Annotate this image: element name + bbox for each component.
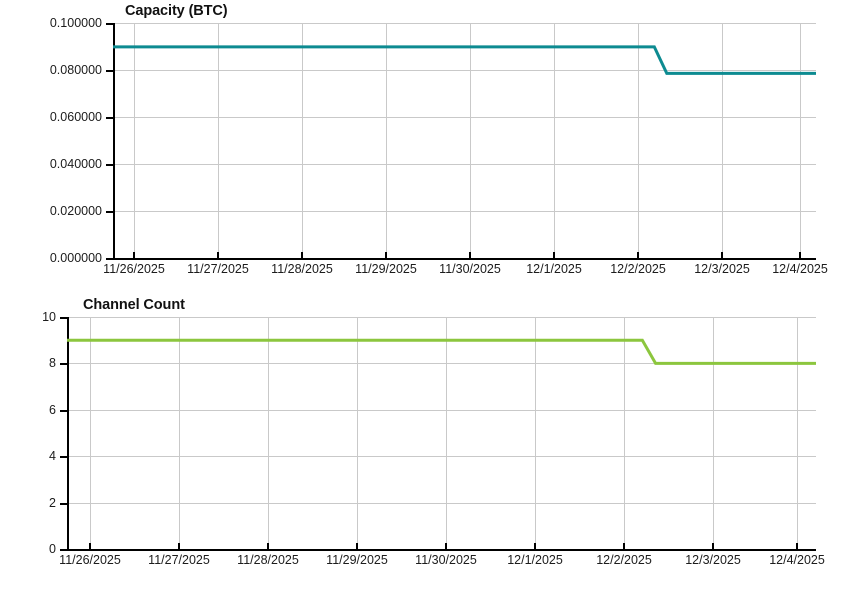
gridline-horizontal [113,117,816,118]
capacity-series-line [113,45,816,75]
gridline-vertical [535,317,536,549]
capacity-y-tick-label: 0.000000 [49,251,102,265]
x-tick [267,543,269,550]
capacity-y-tick-label: 0.080000 [49,63,102,77]
x-tick [721,252,723,259]
channel-count-x-axis [67,549,816,551]
x-tick [178,543,180,550]
gridline-vertical [624,317,625,549]
channel-count-y-tick-label: 6 [49,403,56,417]
capacity-x-tick-label: 11/29/2025 [355,262,417,276]
channel-count-y-tick-label: 0 [49,542,56,556]
channel-count-x-tick-label: 12/4/2025 [769,553,825,567]
capacity-y-tick-label: 0.040000 [49,157,102,171]
channel-count-x-tick-label: 11/27/2025 [148,553,210,567]
y-tick [60,503,67,505]
gridline-horizontal [113,164,816,165]
capacity-chart-title: Capacity (BTC) [125,3,228,19]
capacity-x-tick-label: 12/4/2025 [772,262,828,276]
channel-count-y-axis [67,317,69,551]
gridline-horizontal [67,456,816,457]
gridline-horizontal [67,410,816,411]
x-tick [796,543,798,550]
channel-count-x-tick-label: 11/30/2025 [415,553,477,567]
channel-count-x-tick-label: 12/1/2025 [507,553,563,567]
gridline-vertical [446,317,447,549]
capacity-x-tick-label: 12/1/2025 [526,262,582,276]
gridline-horizontal [67,503,816,504]
gridline-vertical [386,23,387,258]
channel-count-x-tick-label: 11/29/2025 [326,553,388,567]
x-tick [445,543,447,550]
x-tick [623,543,625,550]
channel-count-y-tick-label: 8 [49,356,56,370]
gridline-vertical [554,23,555,258]
gridline-vertical [134,23,135,258]
x-tick [356,543,358,550]
channel-count-chart-title: Channel Count [83,297,185,313]
capacity-plot-area: 0.100000 0.080000 0.060000 0.040000 0.02… [0,0,860,290]
gridline-vertical [268,317,269,549]
y-tick [106,70,113,72]
capacity-x-axis [113,258,816,260]
gridline-vertical [797,317,798,549]
capacity-y-tick-label: 0.020000 [49,204,102,218]
y-tick [60,549,67,551]
capacity-x-tick-label: 11/26/2025 [103,262,165,276]
gridline-vertical [90,317,91,549]
gridline-vertical [302,23,303,258]
gridline-vertical [638,23,639,258]
y-tick [106,258,113,260]
x-tick [133,252,135,259]
x-tick [301,252,303,259]
channel-count-plot-area: 10 8 6 4 2 0 11/26/2025 11/27/2025 11/28… [0,290,860,600]
channel-count-y-tick-label: 2 [49,496,56,510]
x-tick [385,252,387,259]
capacity-x-tick-label: 11/27/2025 [187,262,249,276]
channel-count-y-tick-label: 4 [49,449,56,463]
y-tick [60,410,67,412]
channel-count-y-tick-label: 10 [42,310,56,324]
y-tick [60,456,67,458]
gridline-vertical [470,23,471,258]
gridline-vertical [218,23,219,258]
gridline-vertical [800,23,801,258]
channel-count-x-tick-label: 11/26/2025 [59,553,121,567]
x-tick [89,543,91,550]
gridline-vertical [179,317,180,549]
capacity-x-tick-label: 11/30/2025 [439,262,501,276]
gridline-vertical [722,23,723,258]
capacity-y-axis [113,23,115,260]
x-tick [637,252,639,259]
gridline-vertical [713,317,714,549]
capacity-x-tick-label: 12/3/2025 [694,262,750,276]
capacity-y-tick-label: 0.060000 [49,110,102,124]
capacity-x-tick-label: 12/2/2025 [610,262,666,276]
x-tick [217,252,219,259]
channel-count-x-tick-label: 12/3/2025 [685,553,741,567]
channel-count-chart-panel: Channel Count 10 8 6 4 2 0 [0,290,860,600]
y-tick [60,317,67,319]
y-tick [60,363,67,365]
channel-count-x-tick-label: 11/28/2025 [237,553,299,567]
y-tick [106,117,113,119]
x-tick [534,543,536,550]
y-tick [106,23,113,25]
capacity-y-tick-label: 0.100000 [49,16,102,30]
x-tick [469,252,471,259]
gridline-horizontal [113,211,816,212]
capacity-chart-panel: Capacity (BTC) 0.100000 0.080000 0.06000… [0,0,860,290]
gridline-horizontal [67,317,816,318]
y-tick [106,164,113,166]
gridline-vertical [357,317,358,549]
x-tick [712,543,714,550]
channel-count-x-tick-label: 12/2/2025 [596,553,652,567]
x-tick [799,252,801,259]
x-tick [553,252,555,259]
capacity-x-tick-label: 11/28/2025 [271,262,333,276]
y-tick [106,211,113,213]
gridline-horizontal [113,23,816,24]
